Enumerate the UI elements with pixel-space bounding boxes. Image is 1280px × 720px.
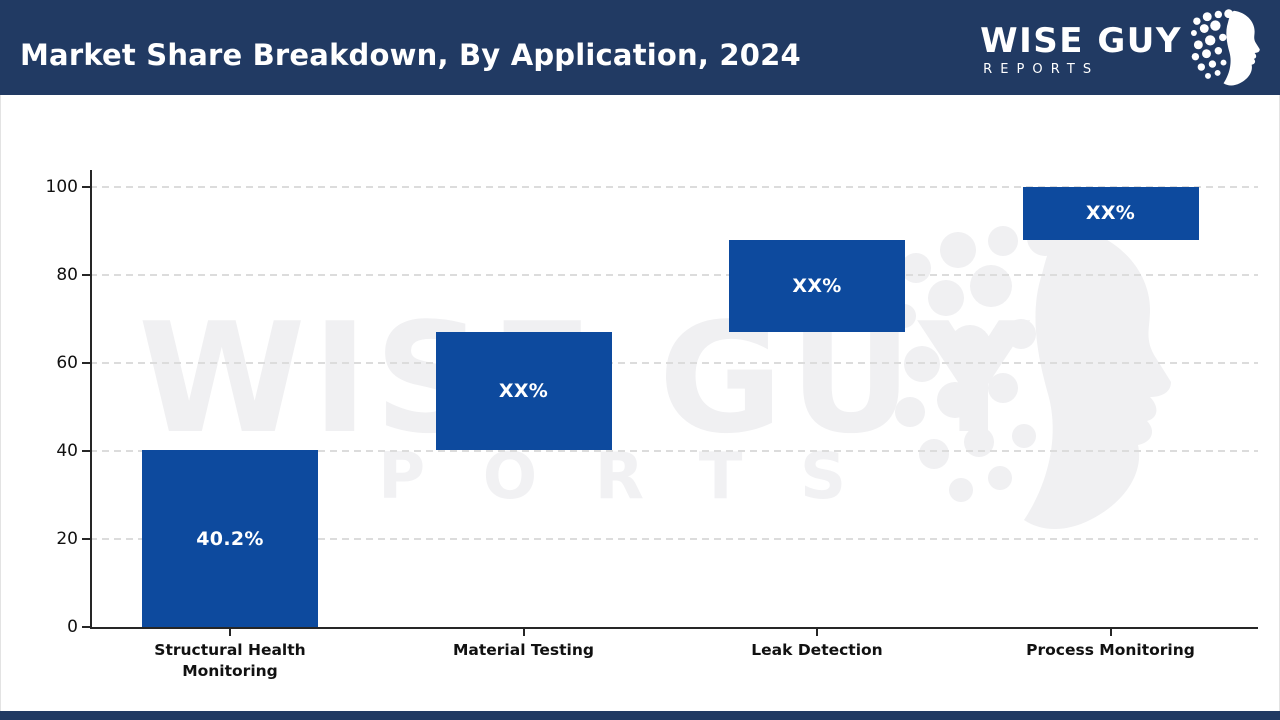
y-axis-tick-label: 20: [56, 529, 78, 549]
bar-leak-detection: XX%: [729, 239, 905, 333]
x-axis-category-label: Leak Detection: [751, 641, 883, 659]
y-axis-tick-label: 40: [56, 441, 78, 461]
gridline-80: [90, 274, 1258, 276]
x-axis-category-label: Process Monitoring: [1026, 641, 1195, 659]
bar-material-testing: XX%: [435, 332, 612, 451]
gridline-40: [90, 450, 1258, 452]
brand-name: WISE GUY: [980, 20, 1182, 61]
y-axis-tick-label: 60: [56, 353, 78, 373]
brand-face-icon: [1190, 8, 1260, 86]
bar-structural-health-monitoring: 40.2%: [142, 450, 318, 627]
brand-subtitle: REPORTS: [983, 61, 1100, 77]
x-tick-1: [522, 629, 525, 636]
brand-logo-text: WISE GUY REPORTS: [980, 24, 1182, 76]
footer-bar: [0, 711, 1280, 720]
y-tick-20: [82, 538, 90, 540]
x-tick-0: [229, 629, 231, 636]
y-tick-100: [82, 186, 90, 188]
gridline-60: [90, 362, 1258, 364]
x-axis-line: [90, 627, 1258, 629]
y-axis-line: [90, 170, 92, 629]
bar-value-label: XX%: [1085, 202, 1136, 225]
y-tick-80: [82, 274, 90, 276]
y-axis-tick-label: 100: [45, 177, 78, 197]
y-axis-tick-label: 80: [56, 265, 78, 285]
bar-value-label: XX%: [792, 274, 842, 297]
x-tick-3: [1109, 629, 1112, 636]
x-axis-category-label: Material Testing: [452, 641, 595, 659]
y-tick-0: [82, 626, 90, 628]
y-axis-tick-label: 0: [67, 617, 78, 637]
bar-process-monitoring: XX%: [1022, 187, 1199, 240]
x-axis-category-label: Structural Health Monitoring: [154, 641, 306, 681]
chart-title: Market Share Breakdown, By Application, …: [20, 37, 801, 72]
gridline-20: [90, 538, 1258, 540]
bar-value-label: 40.2%: [196, 527, 264, 550]
brand-logo: WISE GUY REPORTS: [980, 4, 1280, 92]
x-tick-2: [816, 629, 818, 636]
header-bar: Market Share Breakdown, By Application, …: [0, 0, 1280, 95]
y-tick-60: [82, 362, 90, 364]
bar-value-label: XX%: [498, 380, 549, 403]
gridline-100: [90, 186, 1258, 188]
y-tick-40: [82, 450, 90, 452]
